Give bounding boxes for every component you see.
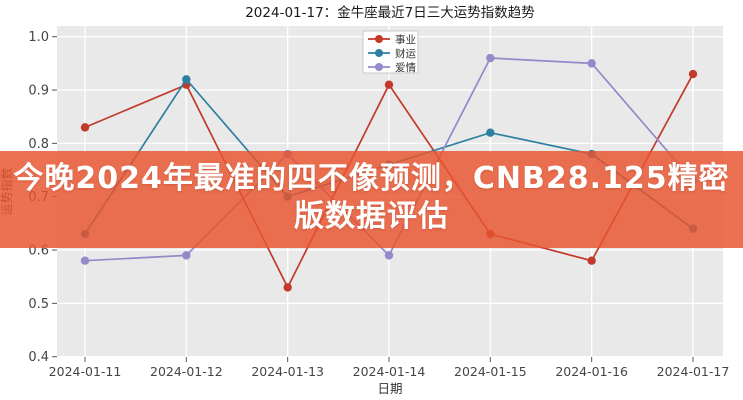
data-point-0-5: [587, 256, 596, 265]
data-point-1-4: [486, 128, 495, 137]
legend-marker-dot-1: [375, 49, 383, 57]
data-point-0-0: [80, 123, 90, 132]
banner-text-line1: 今晚2024年最准的四不像预测，CNB28.125精密: [13, 161, 730, 196]
x-tick-label: 2024-01-17: [657, 364, 730, 379]
promo-banner-overlay: 今晚2024年最准的四不像预测，CNB28.125精密 版数据评估: [0, 151, 743, 248]
data-point-0-3: [384, 80, 394, 89]
chart-title: 2024-01-17：金牛座最近7日三大运势指数趋势: [245, 5, 535, 21]
y-tick-label: 0.5: [28, 297, 49, 312]
y-tick-label: 0.9: [28, 84, 49, 99]
data-point-2-0: [80, 256, 90, 265]
data-point-1-1: [182, 75, 191, 84]
data-point-2-5: [587, 59, 596, 68]
banner-text-line2: 版数据评估: [294, 199, 449, 234]
legend-box: [362, 30, 419, 74]
x-tick-label: 2024-01-13: [251, 364, 324, 379]
x-tick-label: 2024-01-16: [555, 364, 628, 379]
data-point-2-4: [486, 53, 495, 63]
x-tick-label: 2024-01-11: [49, 364, 122, 379]
data-point-2-1: [182, 251, 191, 260]
legend-marker-dot-2: [375, 63, 383, 71]
x-tick-label: 2024-01-15: [454, 364, 527, 379]
legend-label-0: 事业: [395, 33, 416, 46]
data-point-2-3: [384, 251, 394, 260]
y-tick-label: 0.8: [28, 137, 49, 152]
legend-marker-dot-0: [375, 35, 383, 43]
x-tick-label: 2024-01-14: [353, 364, 426, 379]
x-axis-label: 日期: [377, 381, 402, 396]
legend-label-2: 爱情: [395, 61, 416, 74]
y-tick-label: 0.4: [28, 350, 49, 365]
x-tick-label: 2024-01-12: [150, 364, 223, 379]
data-point-0-6: [688, 69, 698, 79]
legend-label-1: 财运: [395, 47, 416, 60]
y-tick-label: 1.0: [28, 30, 49, 45]
data-point-0-2: [283, 283, 292, 292]
